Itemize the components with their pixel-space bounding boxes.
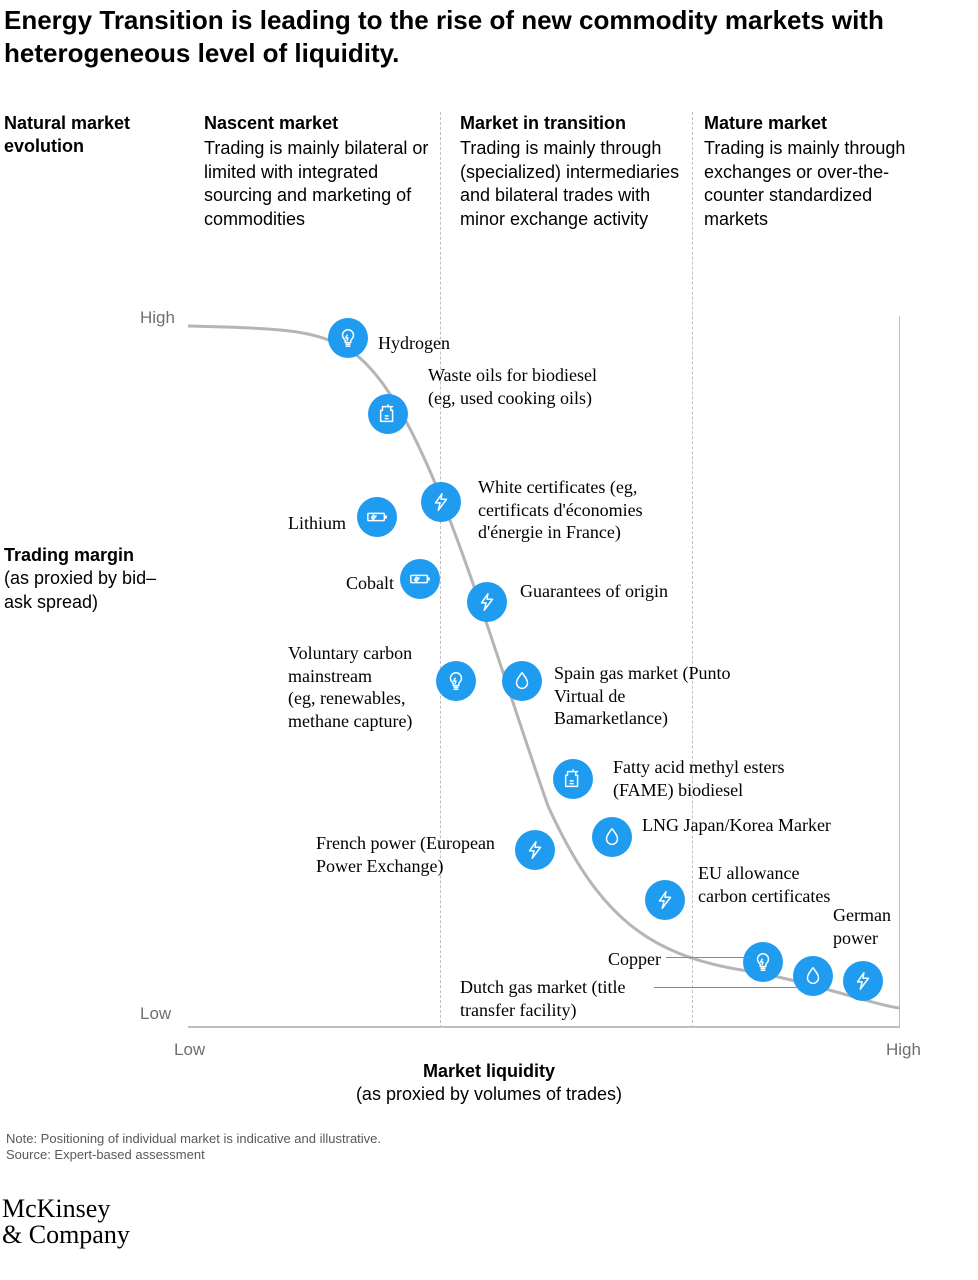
- node-label-spain_gas: Spain gas market (Punto Virtual de Bamar…: [554, 662, 734, 730]
- node-label-german_pwr: German power: [833, 904, 923, 949]
- pump-icon: [553, 759, 593, 799]
- node-label-lng_jk: LNG Japan/Korea Marker: [642, 814, 842, 837]
- footnote-note: Note: Positioning of individual market i…: [6, 1130, 381, 1148]
- col-transition: Market in transition Trading is mainly t…: [460, 112, 685, 231]
- col-nascent: Nascent market Trading is mainly bilater…: [204, 112, 429, 231]
- page-title: Energy Transition is leading to the rise…: [4, 4, 904, 69]
- node-label-dutch_gas: Dutch gas market (title transfer facilit…: [460, 976, 680, 1021]
- col-evolution-header: Natural market evolution: [4, 112, 184, 159]
- col-mature: Mature market Trading is mainly through …: [704, 112, 929, 231]
- scatter-chart: Hydrogen Waste oils for biodiesel(eg, use…: [188, 316, 900, 1028]
- y-axis-title: Trading margin: [4, 544, 174, 567]
- node-label-lithium: Lithium: [288, 512, 373, 535]
- bolt-icon: [843, 961, 883, 1001]
- brand-line2: & Company: [2, 1220, 130, 1249]
- connector-copper: [666, 957, 750, 958]
- brand-logo: McKinsey & Company: [2, 1196, 130, 1248]
- x-axis-sub: (as proxied by volumes of trades): [356, 1084, 622, 1104]
- bulb-icon: [743, 942, 783, 982]
- bolt-icon: [645, 880, 685, 920]
- y-axis-sub: (as proxied by bid–ask spread): [4, 568, 156, 611]
- node-label-cobalt: Cobalt: [346, 572, 416, 595]
- y-axis-label: Trading margin (as proxied by bid–ask sp…: [4, 544, 174, 614]
- x-axis-title: Market liquidity: [423, 1061, 555, 1081]
- node-label-goo: Guarantees of origin: [520, 580, 700, 603]
- col-nascent-desc: Trading is mainly bilateral or limited w…: [204, 138, 428, 228]
- node-label-copper: Copper: [608, 948, 688, 971]
- bulb-icon: [328, 318, 368, 358]
- node-label-french_pwr: French power (European Power Exchange): [316, 832, 531, 877]
- node-label-vcm: Voluntary carbon mainstream(eg, renewabl…: [288, 642, 453, 732]
- y-axis-high: High: [140, 308, 175, 328]
- x-axis-label: Market liquidity (as proxied by volumes …: [0, 1060, 978, 1107]
- bolt-icon: [421, 482, 461, 522]
- bolt-icon: [467, 582, 507, 622]
- x-axis-high: High: [886, 1040, 921, 1060]
- node-label-white_cert: White certificates (eg, certificats d'éc…: [478, 476, 698, 544]
- drop-icon: [592, 817, 632, 857]
- node-label-eu_carbon: EU allowance carbon certificates: [698, 862, 848, 907]
- pump-icon: [368, 394, 408, 434]
- node-label-waste_oils: Waste oils for biodiesel(eg, used cookin…: [428, 364, 598, 409]
- col-evolution: Natural market evolution: [4, 112, 184, 161]
- node-label-hydrogen: Hydrogen: [378, 332, 578, 355]
- connector-dutch_gas: [654, 987, 800, 988]
- col-transition-desc: Trading is mainly through (specialized) …: [460, 138, 679, 228]
- col-mature-desc: Trading is mainly through exchanges or o…: [704, 138, 905, 228]
- brand-line1: McKinsey: [2, 1194, 110, 1223]
- drop-icon: [793, 956, 833, 996]
- y-axis-low: Low: [140, 1004, 171, 1024]
- col-mature-header: Mature market: [704, 112, 929, 135]
- node-label-fame: Fatty acid methyl esters (FAME) biodiese…: [613, 756, 843, 801]
- drop-icon: [502, 661, 542, 701]
- col-nascent-header: Nascent market: [204, 112, 429, 135]
- footnote-source: Source: Expert-based assessment: [6, 1146, 205, 1164]
- page: Energy Transition is leading to the rise…: [0, 0, 978, 1280]
- col-transition-header: Market in transition: [460, 112, 685, 135]
- x-axis-low: Low: [174, 1040, 205, 1060]
